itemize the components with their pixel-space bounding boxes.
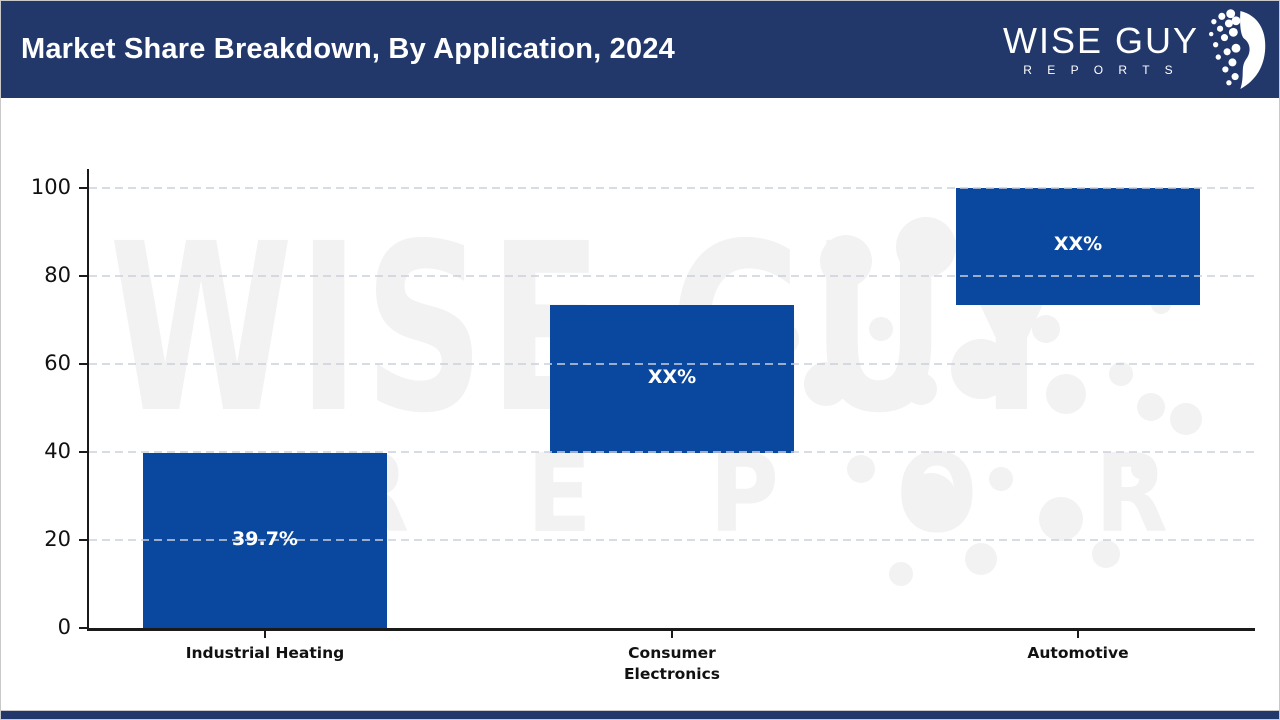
x-tick-mark [264, 630, 266, 638]
page-title: Market Share Breakdown, By Application, … [21, 33, 675, 65]
x-axis-line [87, 628, 1255, 631]
y-tick-label: 100 [30, 175, 71, 199]
bar-chart: 0 20 40 60 80 100 39.7% XX% XX% Industrial Heatin… [1, 98, 1279, 712]
x-tick-mark [671, 630, 673, 638]
logo-wordmark: WISE GUY [1002, 20, 1199, 61]
footer-bar [1, 711, 1279, 719]
y-tick-label: 20 [44, 527, 71, 551]
y-tick-mark [79, 363, 87, 365]
y-tick-label: 80 [44, 263, 71, 287]
y-tick-label: 0 [57, 615, 71, 639]
bar-consumer-electronics [550, 304, 794, 454]
y-tick-mark [79, 539, 87, 541]
gridline [89, 363, 1254, 365]
x-tick-mark [1077, 630, 1079, 638]
gridline [89, 539, 1254, 541]
y-tick-label: 40 [44, 439, 71, 463]
wise-guy-reports-logo: WISE GUY R E P O R T S [1002, 8, 1279, 91]
gridline [89, 187, 1254, 189]
logo-face-icon [1208, 8, 1266, 89]
bar-value-label-industrial-heating: 39.7% [232, 527, 298, 550]
gridline [89, 451, 1254, 453]
bar-value-label-automotive: XX% [1053, 233, 1103, 256]
logo-text: WISE GUY R E P O R T S [1002, 20, 1199, 77]
gridline [89, 275, 1254, 277]
y-tick-label: 60 [44, 351, 71, 375]
y-tick-mark [79, 187, 87, 189]
category-label-automotive: Automotive [1027, 644, 1129, 662]
category-label-consumer-electronics: Consumer Electronics [623, 644, 721, 683]
header-bar: Market Share Breakdown, By Application, … [1, 1, 1279, 98]
y-tick-mark [79, 627, 87, 629]
logo-subtitle: R E P O R T S [1023, 63, 1179, 77]
y-tick-mark [79, 451, 87, 453]
footer-divider [1, 710, 1279, 711]
y-tick-mark [79, 275, 87, 277]
bar-value-label-consumer-electronics: XX% [647, 365, 697, 388]
watermark-subtitle: R E P O R T S [336, 432, 1279, 557]
y-axis-line [87, 169, 89, 630]
category-label-industrial-heating: Industrial Heating [185, 644, 345, 662]
bar-automotive [956, 188, 1200, 305]
